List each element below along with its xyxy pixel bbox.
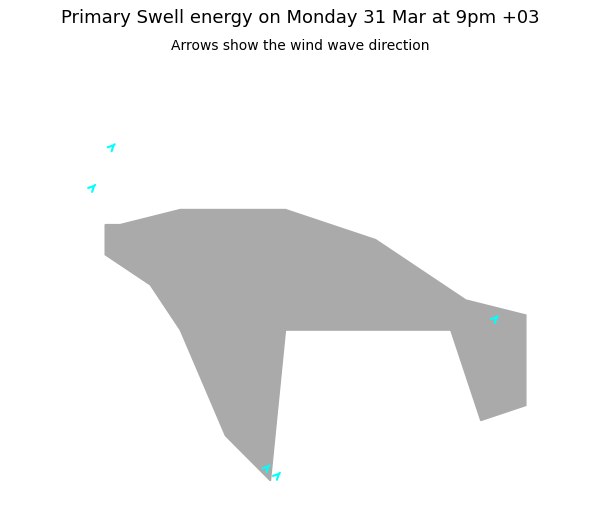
Text: Arrows show the wind wave direction: Arrows show the wind wave direction xyxy=(171,39,430,53)
Polygon shape xyxy=(105,210,526,481)
Text: Primary Swell energy on Monday 31 Mar at 9pm +03: Primary Swell energy on Monday 31 Mar at… xyxy=(61,9,540,27)
